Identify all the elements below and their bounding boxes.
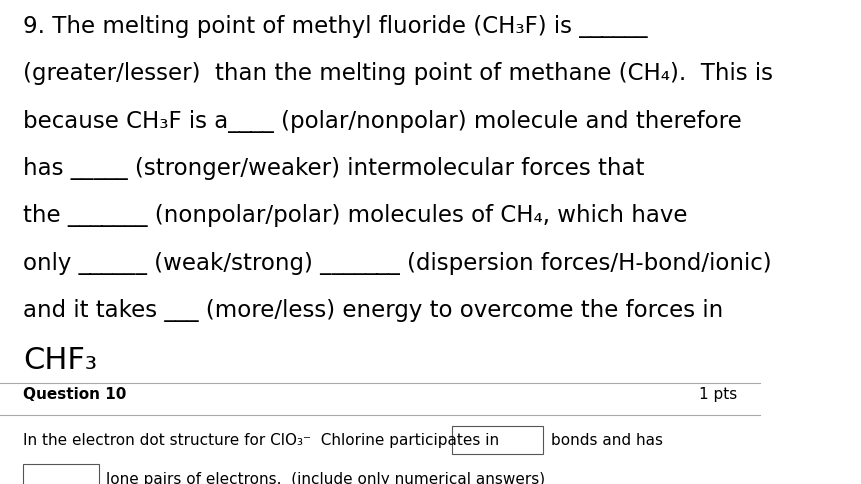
Text: because CH₃F is a____ (polar/nonpolar) molecule and therefore: because CH₃F is a____ (polar/nonpolar) m… (22, 109, 740, 133)
Text: Question 10: Question 10 (22, 386, 126, 401)
Text: bonds and has: bonds and has (550, 432, 662, 447)
Text: (greater/lesser)  than the melting point of methane (CH₄).  This is: (greater/lesser) than the melting point … (22, 62, 772, 85)
Text: 9. The melting point of methyl fluoride (CH₃F) is ______: 9. The melting point of methyl fluoride … (22, 15, 647, 38)
Text: CHF₃: CHF₃ (22, 346, 96, 375)
Text: 1 pts: 1 pts (698, 386, 736, 401)
Text: has _____ (stronger/weaker) intermolecular forces that: has _____ (stronger/weaker) intermolecul… (22, 157, 643, 180)
Text: In the electron dot structure for ClO₃⁻  Chlorine participates in: In the electron dot structure for ClO₃⁻ … (22, 432, 499, 447)
Bar (22, 465, 99, 484)
Text: only ______ (weak/strong) _______ (dispersion forces/H-bond/ionic): only ______ (weak/strong) _______ (dispe… (22, 251, 771, 274)
Bar (452, 426, 542, 454)
Text: lone pairs of electrons.  (include only numerical answers): lone pairs of electrons. (include only n… (106, 471, 545, 484)
Text: the _______ (nonpolar/polar) molecules of CH₄, which have: the _______ (nonpolar/polar) molecules o… (22, 204, 686, 227)
Text: and it takes ___ (more/less) energy to overcome the forces in: and it takes ___ (more/less) energy to o… (22, 298, 722, 321)
